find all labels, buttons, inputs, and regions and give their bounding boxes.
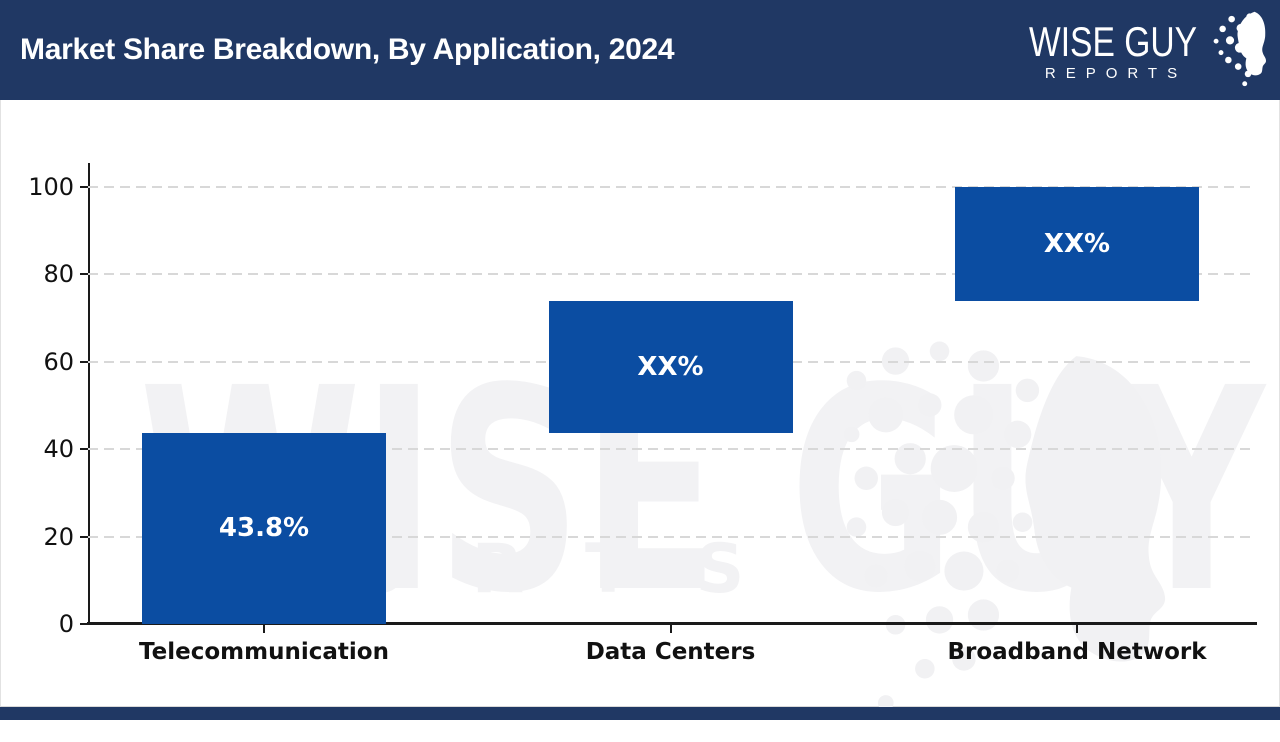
x-axis-tick [263,625,265,633]
logo-head-icon [1213,11,1266,87]
bar-data-centers: XX% [548,300,793,433]
bar-value-label: XX% [1043,228,1111,259]
x-axis-tick [1076,625,1078,633]
y-axis-tick [80,535,88,538]
bar-value-label: 43.8% [218,513,310,544]
bar-telecommunication: 43.8% [142,432,386,624]
page-title: Market Share Breakdown, By Application, … [20,33,675,66]
y-axis-tick [80,360,88,363]
x-axis-label: Broadband Network [947,639,1207,665]
y-axis-label: 0 [58,610,74,638]
wise-guy-reports-logo: WISE GUY REPORTS [1008,6,1266,96]
y-axis-tick [80,623,88,625]
x-axis-tick [669,625,672,633]
y-axis-label: 100 [28,173,74,201]
gridline [88,535,1256,538]
y-axis-tick [80,448,88,451]
x-axis-label: Data Centers [585,639,756,665]
y-axis-label: 80 [43,260,74,289]
y-axis-label: 20 [43,522,74,551]
watermark-head-icon [843,341,1166,711]
y-axis-label: 40 [43,435,74,464]
gridline [88,186,1256,188]
bar-value-label: XX% [637,351,704,382]
logo-wordmark: WISE GUY [1028,17,1197,65]
y-axis-tick [80,186,88,188]
x-axis-label: Telecommunication [139,639,389,665]
footer-bar [0,707,1280,720]
header-bar: Market Share Breakdown, By Application, … [0,0,1280,100]
x-axis-line [87,622,1257,625]
bar-broadband-network: XX% [955,187,1199,301]
logo-subtitle: REPORTS [1044,64,1188,82]
y-axis-label: 60 [43,347,74,376]
gridline [88,273,1256,276]
y-axis-line [88,163,90,625]
y-axis-tick [80,273,88,276]
gridline [88,448,1256,451]
